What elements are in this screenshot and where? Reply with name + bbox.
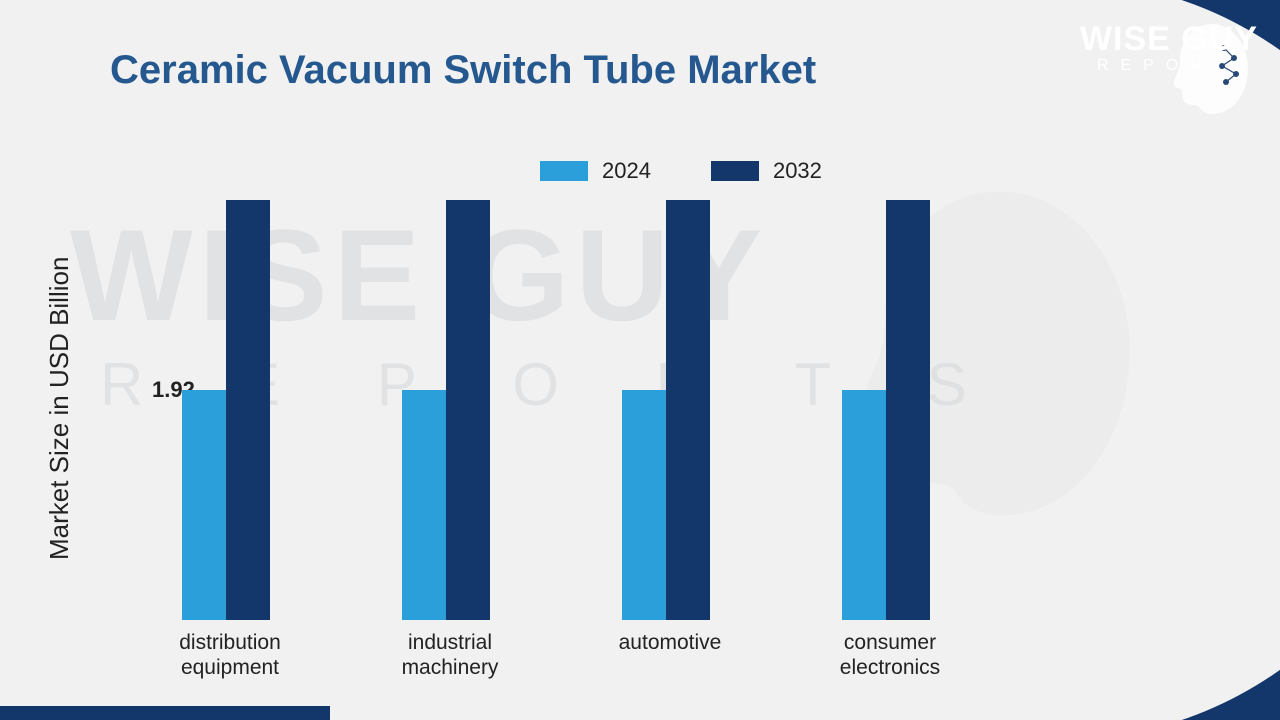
bar-series-b — [666, 200, 710, 620]
legend: 2024 2032 — [540, 158, 822, 184]
chart-stage: WISE GUY R E P O R T S Ceramic Vacuum Sw… — [0, 0, 1280, 720]
bar-series-b — [886, 200, 930, 620]
x-axis-label: distributionequipment — [140, 630, 320, 680]
legend-item-2032: 2032 — [711, 158, 822, 184]
bar-series-a — [842, 390, 886, 620]
bar-series-b — [226, 200, 270, 620]
legend-swatch-a — [540, 161, 588, 181]
brand-block: WISE GUY REPORTS — [1080, 20, 1258, 75]
x-axis-label: consumerelectronics — [800, 630, 980, 680]
bar-series-a — [622, 390, 666, 620]
x-axis-label: industrialmachinery — [360, 630, 540, 680]
legend-swatch-b — [711, 161, 759, 181]
chart-title: Ceramic Vacuum Switch Tube Market — [110, 48, 816, 93]
bar-series-a — [402, 390, 446, 620]
brand-line1: WISE GUY — [1080, 20, 1258, 59]
legend-label-a: 2024 — [602, 158, 651, 184]
y-axis-label: Market Size in USD Billion — [44, 257, 75, 560]
brand-line2: REPORTS — [1080, 57, 1258, 75]
bar-series-b — [446, 200, 490, 620]
accent-bar — [0, 706, 330, 720]
legend-label-b: 2032 — [773, 158, 822, 184]
plot-area — [160, 200, 990, 620]
bar-series-a — [182, 390, 226, 620]
legend-item-2024: 2024 — [540, 158, 651, 184]
x-axis-label: automotive — [580, 630, 760, 655]
